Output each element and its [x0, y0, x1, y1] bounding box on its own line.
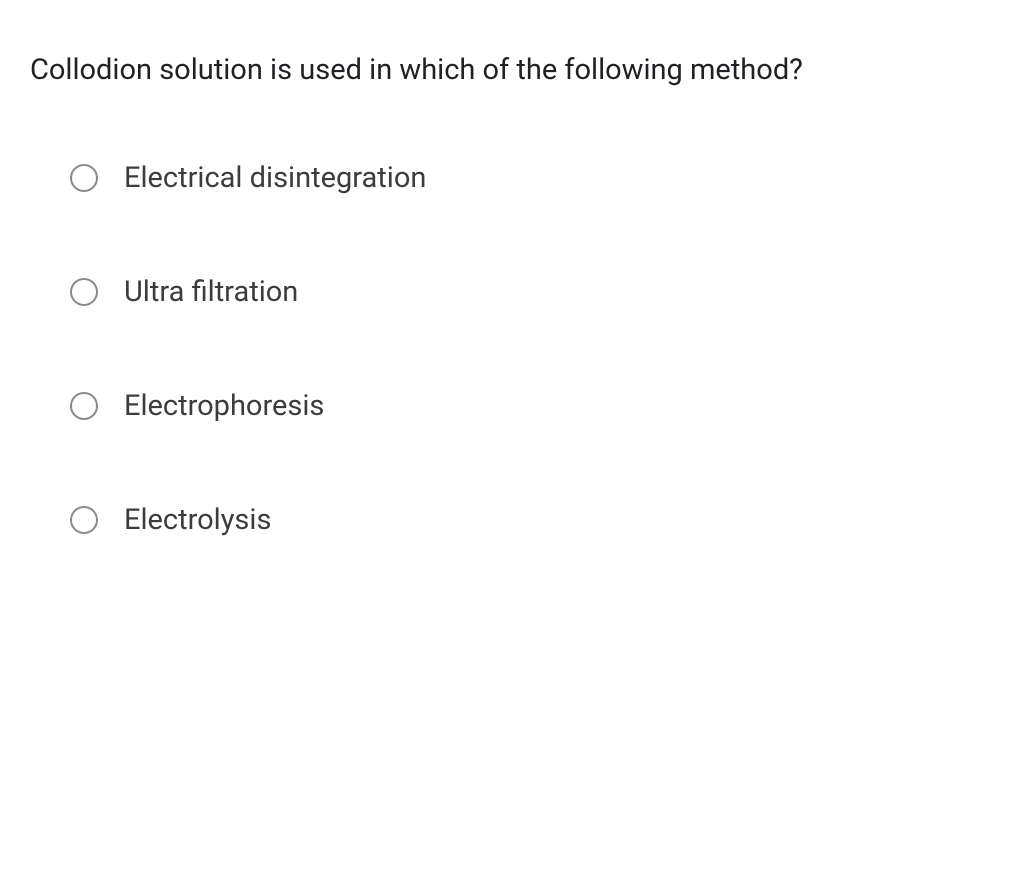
options-group: Electrical disintegration Ultra filtrati… — [30, 161, 994, 537]
option-label: Electrolysis — [124, 503, 271, 537]
option-label: Electrophoresis — [124, 389, 324, 423]
option-electrical-disintegration[interactable]: Electrical disintegration — [70, 161, 994, 195]
option-label: Electrical disintegration — [124, 161, 426, 195]
radio-icon — [70, 506, 98, 534]
option-ultra-filtration[interactable]: Ultra filtration — [70, 275, 994, 309]
radio-icon — [70, 164, 98, 192]
quiz-container: Collodion solution is used in which of t… — [0, 0, 1024, 667]
radio-icon — [70, 278, 98, 306]
option-electrophoresis[interactable]: Electrophoresis — [70, 389, 994, 423]
option-electrolysis[interactable]: Electrolysis — [70, 503, 994, 537]
radio-icon — [70, 392, 98, 420]
question-text: Collodion solution is used in which of t… — [30, 50, 994, 91]
option-label: Ultra filtration — [124, 275, 298, 309]
